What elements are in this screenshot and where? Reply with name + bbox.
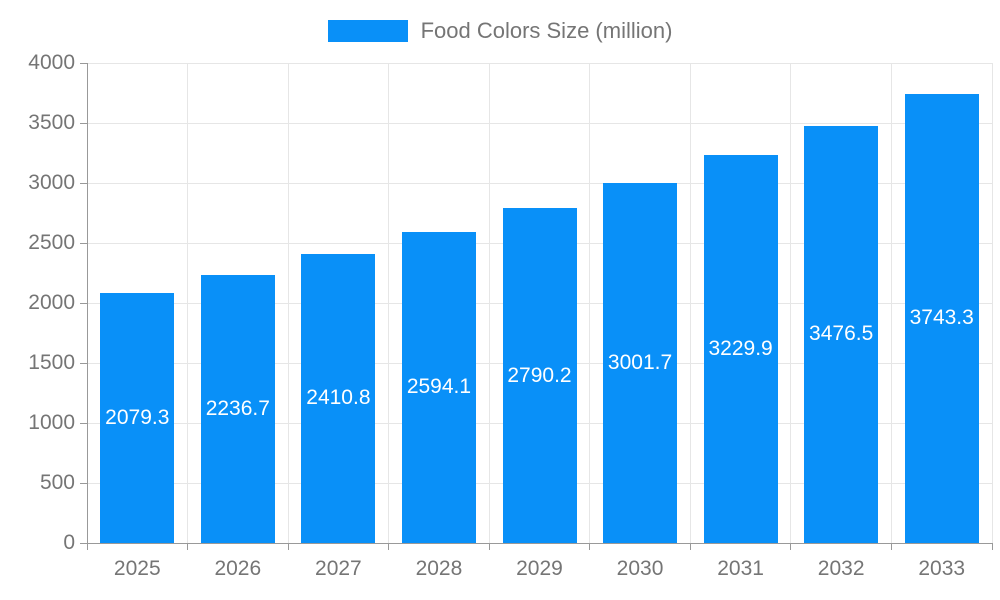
bar[interactable] <box>100 293 175 543</box>
x-axis-tick <box>388 543 390 550</box>
bar[interactable] <box>301 253 376 543</box>
y-axis-label: 2000 <box>28 291 75 314</box>
y-axis-tick <box>80 362 87 364</box>
bar[interactable] <box>603 182 678 543</box>
x-axis-label: 2031 <box>717 557 764 580</box>
x-gridline <box>287 63 289 543</box>
y-axis-label: 1500 <box>28 351 75 374</box>
plot-area: 0 500 1000 1500 2000 2500 3000 3500 4000 2079.3 20… <box>28 52 993 580</box>
x-axis-label: 2027 <box>315 557 362 580</box>
y-axis-label: 3500 <box>28 111 75 134</box>
legend-label: Food Colors Size (million) <box>420 18 673 43</box>
x-axis-label: 2030 <box>616 557 664 580</box>
y-gridline <box>87 182 992 184</box>
y-axis-label: 0 <box>63 531 75 554</box>
y-axis-tick <box>80 542 87 544</box>
y-axis-tick <box>80 122 87 124</box>
y-gridline <box>87 62 992 64</box>
y-axis-tick <box>80 302 87 304</box>
x-axis-tick <box>890 543 892 550</box>
x-axis-tick <box>488 543 490 550</box>
x-gridline <box>790 63 792 543</box>
y-axis-tick <box>80 62 87 64</box>
bar[interactable] <box>502 208 577 543</box>
y-axis-tick <box>80 182 87 184</box>
x-gridline <box>589 63 591 543</box>
y-axis-label: 4000 <box>28 51 75 74</box>
x-axis-label: 2026 <box>214 557 262 580</box>
x-gridline <box>890 63 892 543</box>
bar[interactable] <box>401 231 476 543</box>
x-axis-tick <box>991 543 993 550</box>
x-axis-label: 2025 <box>113 557 161 580</box>
y-axis-label: 3000 <box>28 171 75 194</box>
y-axis-tick <box>80 422 87 424</box>
bar[interactable] <box>804 125 879 543</box>
bar[interactable] <box>703 155 778 543</box>
x-gridline <box>488 63 490 543</box>
x-axis-tick <box>86 543 88 550</box>
x-axis-label: 2029 <box>516 557 563 580</box>
x-axis-tick <box>790 543 792 550</box>
y-axis-label: 1000 <box>28 411 75 434</box>
x-gridline <box>689 63 691 543</box>
x-axis-tick <box>187 543 189 550</box>
y-axis-label: 2500 <box>28 231 75 254</box>
y-axis-tick <box>80 242 87 244</box>
x-gridline <box>388 63 390 543</box>
y-axis-label: 500 <box>39 471 75 494</box>
y-axis-tick <box>80 482 87 484</box>
y-gridline <box>87 122 992 124</box>
x-gridline <box>187 63 189 543</box>
x-axis-line <box>87 543 992 544</box>
x-axis-label: 2028 <box>415 557 463 580</box>
bar[interactable] <box>200 274 275 543</box>
bar[interactable] <box>904 93 979 543</box>
legend-item[interactable]: Food Colors Size (million) <box>0 18 1000 44</box>
x-axis-label: 2033 <box>918 557 966 580</box>
x-axis-tick <box>589 543 591 550</box>
x-gridline <box>991 63 993 543</box>
x-axis-label: 2032 <box>817 557 865 580</box>
x-axis-tick <box>689 543 691 550</box>
y-axis-line <box>87 63 88 543</box>
legend-swatch <box>327 20 408 42</box>
x-axis-tick <box>287 543 289 550</box>
